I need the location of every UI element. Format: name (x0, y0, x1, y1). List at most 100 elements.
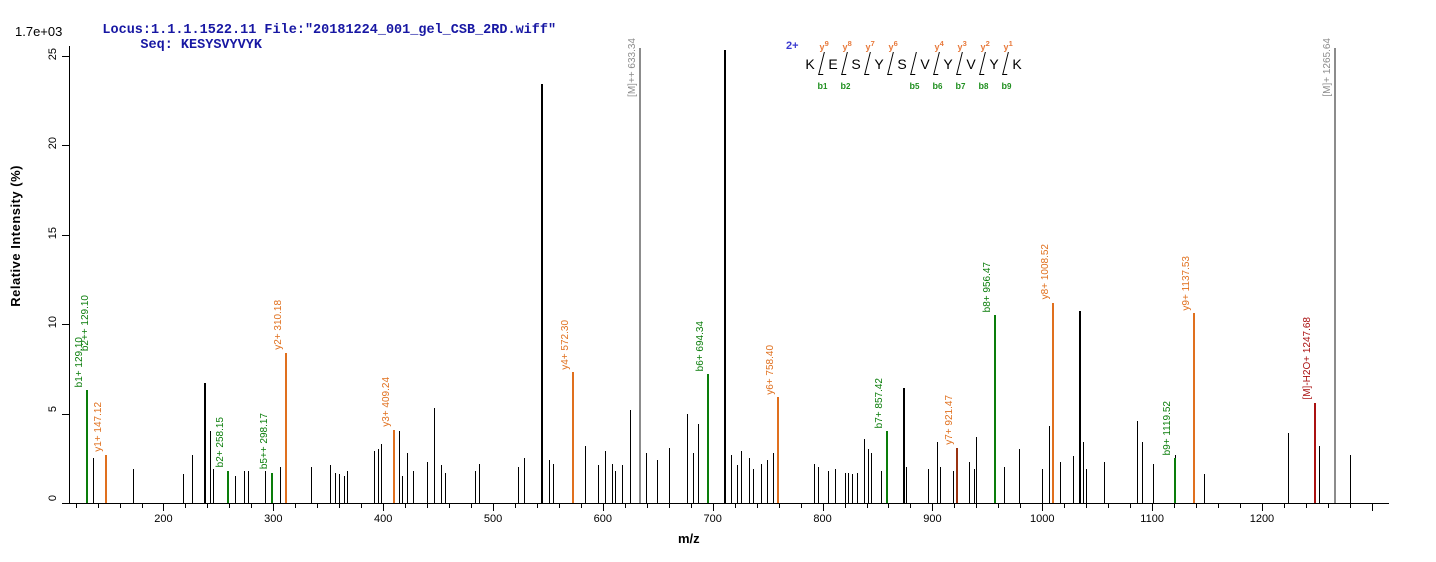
peak-line (209, 431, 211, 503)
x-axis-tick-label: 900 (923, 513, 942, 525)
residue-letter: Y (874, 56, 884, 72)
peak-line (374, 451, 376, 503)
peak-line (380, 443, 382, 503)
peak-line (698, 424, 700, 503)
peak-line (518, 467, 520, 503)
peak-line (852, 474, 854, 503)
peak-line (585, 445, 587, 503)
peak-line (377, 449, 379, 503)
x-axis-tick (383, 504, 385, 511)
peak-line (605, 451, 607, 503)
peak-line (334, 472, 336, 503)
y-ion-label: y6 (888, 39, 898, 52)
ion-peak-label: y4+ 572.30 (560, 319, 572, 370)
b-ion-label: b5 (909, 81, 920, 91)
y-axis-line (69, 46, 70, 504)
x-axis-tick (1305, 504, 1307, 508)
x-axis-tick-label: 1100 (1140, 513, 1164, 525)
ion-peak-line (572, 372, 575, 503)
ion-peak-line (1193, 313, 1196, 503)
peak-line (243, 470, 245, 503)
x-axis-tick (800, 504, 802, 508)
ion-peak-line (284, 352, 287, 503)
peak-line (1059, 461, 1061, 503)
peak-line (1349, 454, 1351, 503)
y-ion-label: y2 (980, 39, 990, 52)
peak-line (441, 465, 443, 503)
ion-peak-line (105, 454, 108, 503)
peak-line (1078, 311, 1081, 503)
peak-line (870, 452, 872, 503)
ion-peak-line (1314, 402, 1317, 503)
peak-line (598, 465, 600, 503)
peak-line (880, 470, 882, 503)
x-axis-tick (1086, 504, 1088, 508)
peak-line (553, 463, 555, 503)
peak-line (611, 463, 613, 503)
residue-letter: K (1012, 56, 1022, 72)
peak-line (731, 454, 733, 503)
ion-peak-label: y3+ 409.24 (381, 376, 393, 427)
x-axis-tick (1371, 504, 1373, 511)
x-axis-tick (471, 504, 473, 508)
ion-peak-label: y6+ 758.40 (764, 344, 776, 395)
fragment-boundary-marker: y3 b7 (955, 39, 967, 91)
peak-line (813, 463, 815, 503)
b-ion-label: b6 (932, 81, 943, 91)
locus-file-text: Locus:1.1.1.1522.11 File:"20181224_001_g… (102, 23, 557, 38)
peak-line (407, 452, 409, 503)
peak-line (444, 472, 446, 503)
peak-line (234, 476, 236, 503)
peak-line (668, 447, 670, 503)
y-ion-label: y7 (865, 39, 875, 52)
peak-line (1153, 463, 1155, 503)
residue-letter: S (897, 56, 907, 72)
y-axis-tick-label: 0 (47, 495, 59, 502)
peak-line (928, 469, 930, 503)
intensity-scale-max: 1.7e+03 (15, 24, 63, 39)
x-axis-tick (251, 504, 253, 508)
ion-peak-label: b6+ 694.34 (694, 320, 706, 372)
x-axis-tick (822, 504, 824, 511)
peak-line (212, 469, 214, 503)
ion-peak-label: y1+ 147.12 (93, 401, 105, 452)
ion-peak-line (956, 447, 958, 503)
sequence-text: Seq: KESYSVYVYK (140, 38, 262, 53)
peak-line (412, 470, 414, 503)
x-axis-tick (1064, 504, 1066, 508)
x-axis-tick (1108, 504, 1110, 508)
peak-line (1019, 449, 1021, 503)
peak-line (630, 409, 632, 503)
x-axis-tick (932, 504, 934, 511)
peak-line (753, 469, 755, 503)
ion-peak-line (271, 472, 274, 503)
peak-line (1319, 445, 1321, 503)
peak-line (902, 388, 905, 503)
header-line: Locus:1.1.1.1522.11 File:"20181224_001_g… (70, 8, 556, 68)
peak-line (248, 470, 250, 503)
y-axis-tick-label: 25 (47, 47, 59, 60)
ion-peak-label: b9+ 1119.52 (1161, 400, 1173, 456)
precursor-marker-label: [M]++ 633.34 (627, 38, 639, 97)
peak-line (736, 465, 738, 503)
ion-peak-line (1173, 458, 1176, 503)
x-axis-line (69, 503, 1389, 504)
peak-line (1136, 420, 1138, 503)
peak-line (93, 458, 95, 503)
peak-line (906, 467, 908, 503)
peak-line (339, 474, 341, 503)
peak-line (433, 408, 435, 503)
peak-line (1086, 469, 1088, 503)
peak-line (310, 467, 312, 503)
x-axis-tick (317, 504, 319, 508)
y-ion-label: y1 (1003, 39, 1013, 52)
x-axis-tick (1327, 504, 1329, 508)
peak-line (279, 467, 281, 503)
x-axis-tick (1349, 504, 1351, 508)
peak-line (1288, 433, 1290, 503)
y-axis-tick (62, 234, 69, 236)
peak-line (864, 438, 866, 503)
residue-letter: S (851, 56, 861, 72)
x-axis-tick (1042, 504, 1044, 511)
